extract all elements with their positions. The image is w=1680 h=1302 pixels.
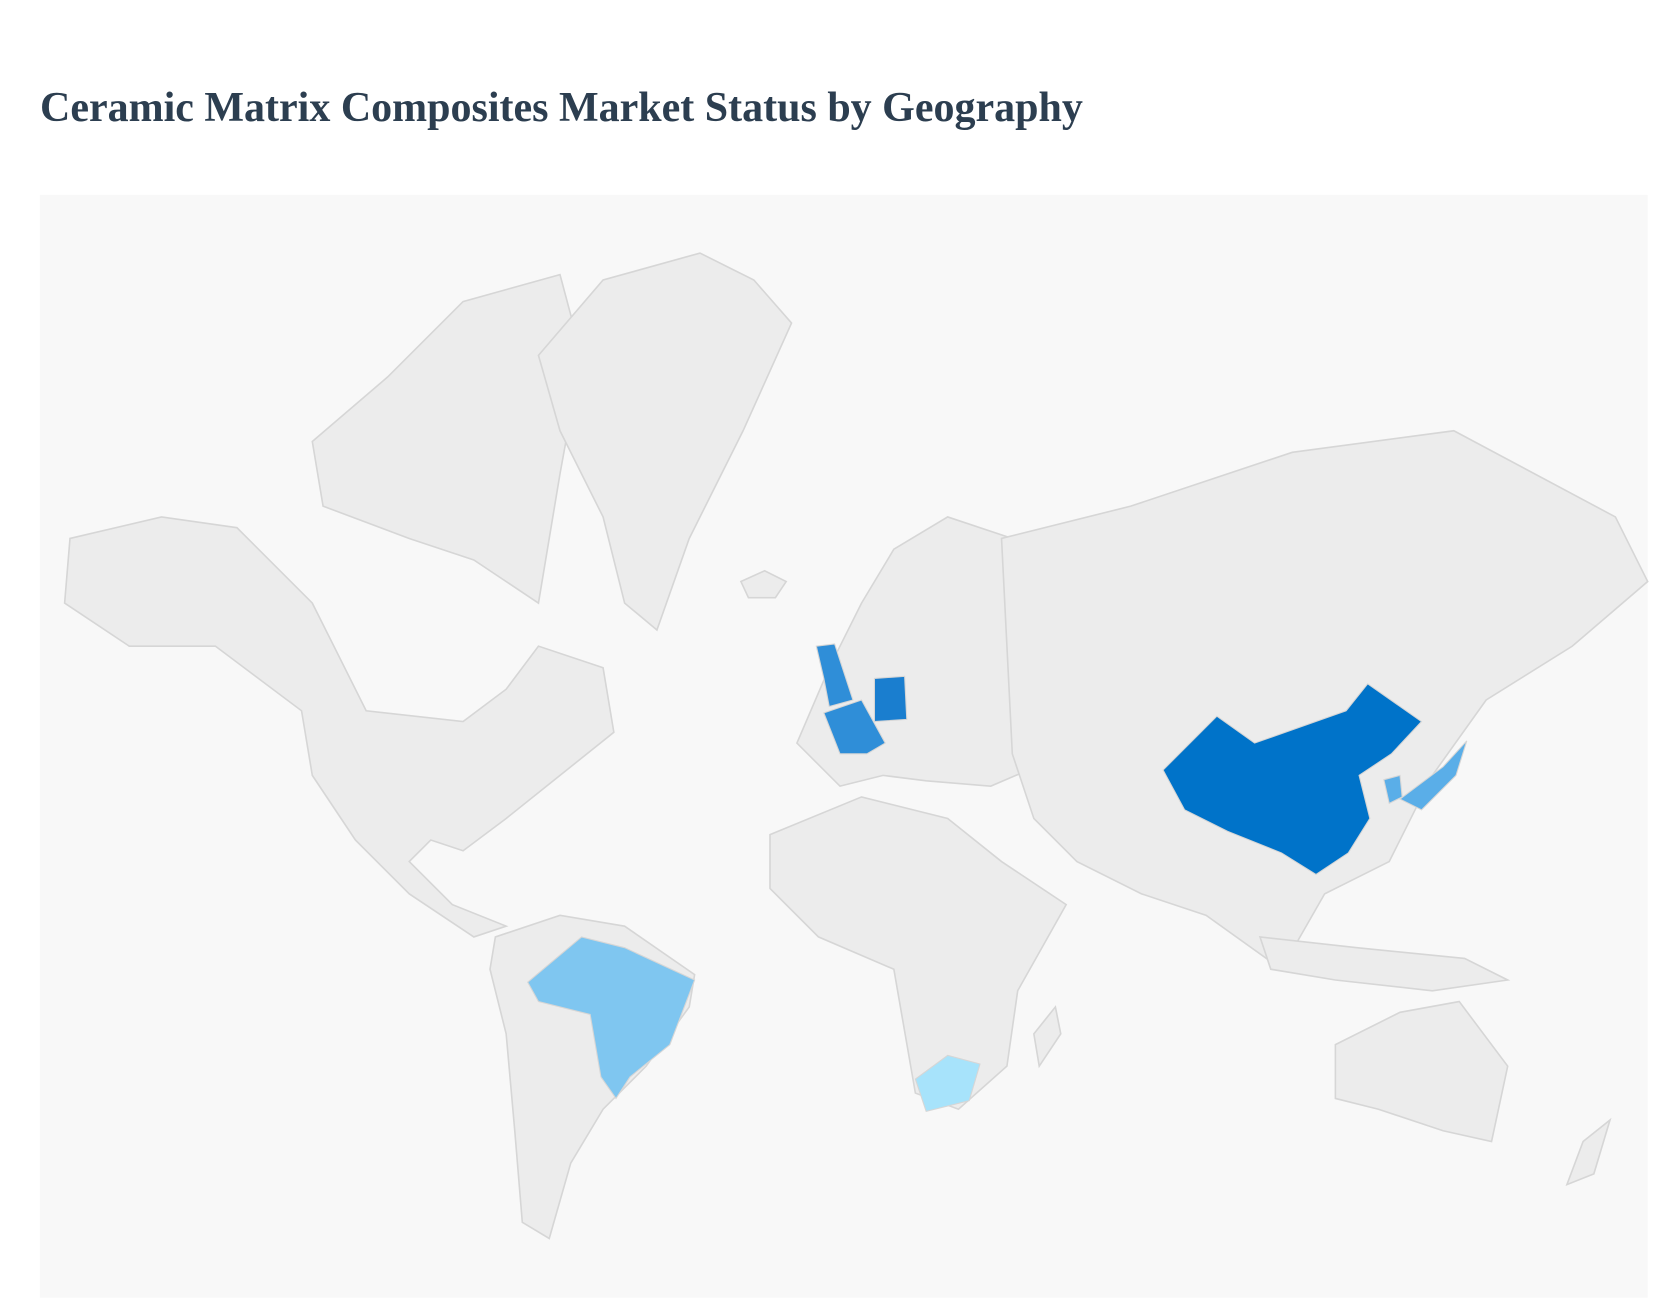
landmass-greenland xyxy=(537,252,793,632)
country-de[interactable] xyxy=(873,675,908,723)
highlighted-countries xyxy=(527,643,1468,1113)
country-fr[interactable] xyxy=(823,699,886,755)
landmass-new-zealand xyxy=(1565,1117,1612,1187)
landmass-madagascar xyxy=(1032,1005,1062,1069)
page-title: Ceramic Matrix Composites Market Status … xyxy=(40,85,1083,131)
landmass-australia xyxy=(1334,1000,1509,1143)
landmass-arctic-islands xyxy=(311,273,583,605)
landmass-southeast-asia-islands xyxy=(1258,935,1511,992)
landmass-africa xyxy=(769,796,1068,1111)
land-layer xyxy=(63,252,1649,1240)
landmass-north-america xyxy=(63,516,615,938)
country-br[interactable] xyxy=(527,936,696,1100)
landmass-iceland xyxy=(739,569,788,599)
country-za[interactable] xyxy=(914,1054,981,1113)
country-kr[interactable] xyxy=(1383,774,1403,805)
landmass-asia xyxy=(1000,429,1649,971)
country-cn[interactable] xyxy=(1162,683,1423,876)
country-gb[interactable] xyxy=(815,643,854,708)
country-jp[interactable] xyxy=(1398,740,1468,811)
